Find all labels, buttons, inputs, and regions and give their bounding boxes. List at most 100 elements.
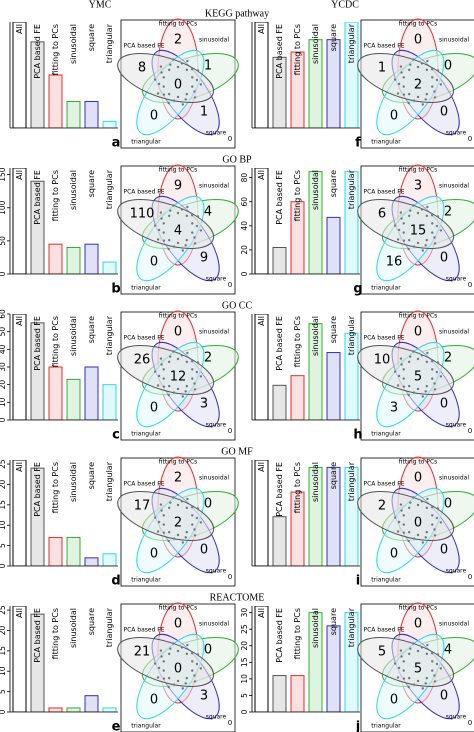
- category-label: PCA based FE: [275, 316, 284, 371]
- venn-dot: [172, 537, 176, 540]
- bar: [254, 22, 269, 128]
- venn-dot: [407, 384, 411, 388]
- venn-dot: [156, 238, 160, 241]
- venn-dot: [160, 509, 163, 512]
- venn-dot: [196, 653, 200, 656]
- venn-dot: [162, 514, 165, 517]
- venn-dot: [431, 85, 434, 88]
- category-label: fitting to PCs: [51, 170, 60, 221]
- y-tick-label: 0: [0, 417, 7, 422]
- set-label: square: [206, 568, 227, 575]
- region-count: 0: [174, 78, 182, 93]
- y-tick-label: 20: [240, 245, 249, 255]
- venn-dot: [185, 238, 189, 242]
- category-label: fitting to PCs: [293, 462, 302, 513]
- category-label: PCA based FE: [275, 462, 284, 517]
- venn-dot: [433, 674, 436, 677]
- category-label: sinusoidal: [311, 462, 320, 502]
- y-tick-label: 30: [0, 362, 7, 372]
- venn-dot: [435, 516, 439, 520]
- bar: [102, 707, 117, 712]
- column-label: YMC: [89, 0, 112, 10]
- venn-dot: [190, 652, 194, 655]
- set-label: PCA based FE: [363, 481, 404, 488]
- venn-dot: [407, 360, 411, 364]
- venn-dot: [156, 92, 160, 95]
- panel-label: d: [111, 574, 120, 589]
- region-count: 0: [414, 33, 422, 48]
- venn-dot: [412, 350, 415, 353]
- bar-plot: [12, 168, 117, 274]
- venn-dot: [402, 531, 406, 534]
- venn-dot: [396, 530, 400, 533]
- venn-dot: [412, 496, 415, 499]
- set-label: triangular: [131, 431, 161, 438]
- venn-set: [357, 636, 455, 687]
- venn-dot: [167, 506, 171, 510]
- y-tick-label: 10: [0, 397, 7, 407]
- venn-dot: [416, 357, 420, 361]
- venn-dot: [407, 214, 411, 218]
- venn-dot: [193, 534, 197, 537]
- venn-dot: [396, 238, 400, 241]
- bar: [12, 22, 27, 128]
- venn-dot: [399, 357, 403, 360]
- region-count: 3: [390, 401, 398, 416]
- venn-dot: [191, 377, 194, 380]
- venn-dot: [159, 211, 163, 214]
- category-label: square: [329, 24, 338, 51]
- venn-dot: [425, 92, 429, 96]
- venn-dot: [436, 69, 440, 72]
- category-label: triangular: [105, 607, 114, 647]
- venn-dot: [424, 244, 427, 247]
- venn-dot: [412, 245, 416, 248]
- venn-dot: [402, 93, 406, 96]
- venn-dot: [400, 655, 403, 658]
- venn-set: [357, 198, 455, 249]
- venn-dot: [407, 247, 410, 251]
- venn-dot: [156, 676, 160, 679]
- venn-dot: [393, 370, 397, 373]
- bar-plot: [254, 606, 359, 712]
- set-label: fitting to PCs: [399, 167, 438, 174]
- bar: [102, 384, 117, 420]
- category-label: sinusoidal: [311, 316, 320, 356]
- region-count: 5: [378, 645, 386, 660]
- venn-dot: [185, 652, 189, 656]
- y-tick-label: 5: [0, 543, 7, 548]
- category-label: square: [87, 170, 96, 197]
- category-label: square: [87, 316, 96, 343]
- venn-dot: [169, 63, 172, 66]
- venn-dot: [162, 93, 166, 96]
- venn-dot: [425, 506, 429, 510]
- set-label: fitting to PCs: [399, 21, 438, 28]
- venn-dot: [162, 377, 165, 380]
- region-count: 4: [444, 643, 452, 658]
- region-count: 0: [174, 662, 182, 677]
- venn-set: [117, 344, 215, 395]
- region-count: 0: [468, 281, 472, 289]
- venn-dot: [186, 351, 189, 355]
- venn-dot: [425, 676, 429, 680]
- bar: [290, 51, 305, 128]
- venn-dot: [191, 660, 194, 663]
- venn-dot: [412, 642, 415, 645]
- venn-dot: [167, 530, 171, 534]
- venn-dot: [176, 387, 180, 391]
- category-label: square: [87, 462, 96, 489]
- venn-dot: [416, 65, 420, 69]
- venn-dot: [402, 85, 405, 88]
- venn-dot: [409, 63, 412, 66]
- venn-dot: [153, 78, 157, 81]
- venn-dot: [402, 239, 406, 242]
- venn-dot: [159, 503, 163, 506]
- venn-dot: [433, 242, 437, 245]
- set-label: fitting to PCs: [159, 605, 198, 612]
- category-label: triangular: [105, 315, 114, 355]
- venn-dot: [431, 76, 434, 79]
- venn-dot: [430, 214, 434, 217]
- category-label: fitting to PCs: [293, 608, 302, 659]
- set-label: sinusoidal: [199, 183, 229, 190]
- y-tick-label: 20: [0, 625, 7, 635]
- set-label: fitting to PCs: [159, 313, 198, 320]
